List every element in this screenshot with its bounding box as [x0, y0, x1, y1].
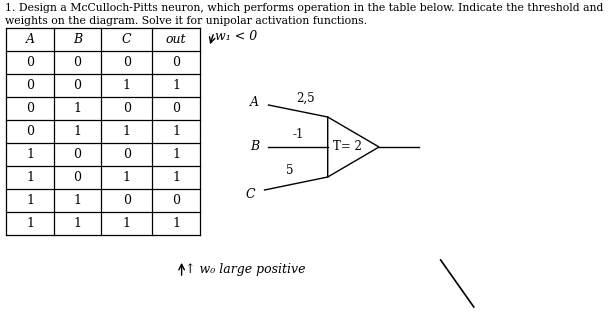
Text: 1: 1	[73, 194, 81, 207]
Text: 0: 0	[26, 125, 34, 138]
Text: 0: 0	[123, 148, 131, 161]
Text: out: out	[166, 33, 186, 46]
Text: 0: 0	[172, 56, 180, 69]
Text: 1: 1	[172, 217, 180, 230]
Text: 1: 1	[123, 171, 131, 184]
Text: 1: 1	[123, 125, 131, 138]
Text: B: B	[250, 140, 259, 153]
Text: C: C	[245, 188, 255, 201]
Text: 1: 1	[73, 217, 81, 230]
Text: 1: 1	[26, 148, 34, 161]
Text: 5: 5	[286, 164, 294, 177]
Text: w₁ < 0: w₁ < 0	[215, 30, 257, 43]
Text: 0: 0	[172, 194, 180, 207]
Text: 2,5: 2,5	[297, 92, 315, 105]
Text: 1: 1	[172, 79, 180, 92]
Text: A: A	[26, 33, 34, 46]
Text: 1: 1	[26, 194, 34, 207]
Text: 0: 0	[26, 56, 34, 69]
Text: 1: 1	[172, 148, 180, 161]
Text: C: C	[122, 33, 132, 46]
Text: B: B	[73, 33, 82, 46]
Text: 1: 1	[26, 217, 34, 230]
Text: -1: -1	[293, 128, 304, 141]
Text: ↑ w₀ large positive: ↑ w₀ large positive	[185, 264, 305, 277]
Text: 0: 0	[172, 102, 180, 115]
Text: T= 2: T= 2	[333, 140, 362, 153]
Text: 0: 0	[26, 102, 34, 115]
Text: weights on the diagram. Solve it for unipolar activation functions.: weights on the diagram. Solve it for uni…	[5, 16, 367, 26]
Text: 0: 0	[73, 171, 81, 184]
Text: 1: 1	[73, 102, 81, 115]
Text: 1: 1	[26, 171, 34, 184]
Text: 1: 1	[172, 171, 180, 184]
Text: 1: 1	[123, 217, 131, 230]
Text: 1: 1	[73, 125, 81, 138]
Text: 0: 0	[73, 56, 81, 69]
Text: 1: 1	[123, 79, 131, 92]
Text: 1: 1	[172, 125, 180, 138]
Text: 0: 0	[26, 79, 34, 92]
Text: 0: 0	[73, 79, 81, 92]
Text: 1. Design a McCulloch-Pitts neuron, which performs operation in the table below.: 1. Design a McCulloch-Pitts neuron, whic…	[5, 3, 603, 13]
Text: 0: 0	[73, 148, 81, 161]
Text: 0: 0	[123, 194, 131, 207]
Text: 0: 0	[123, 102, 131, 115]
Text: 0: 0	[123, 56, 131, 69]
Text: A: A	[250, 97, 259, 110]
